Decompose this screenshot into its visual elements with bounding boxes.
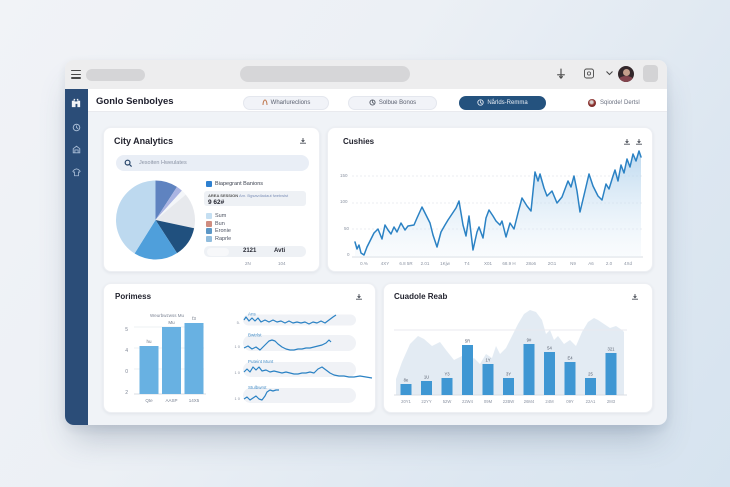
svg-text:3Y: 3Y (506, 372, 511, 377)
svg-text:54: 54 (547, 346, 552, 351)
svg-text:A6: A6 (588, 261, 594, 266)
svg-text:09Y: 09Y (566, 399, 574, 404)
svg-text:14X5: 14X5 (189, 398, 200, 403)
svg-text:22BW: 22BW (503, 399, 514, 404)
svg-text:1Y: 1Y (485, 358, 490, 363)
svg-text:Bwtrlst: Bwtrlst (248, 333, 262, 338)
svg-text:2.01: 2.01 (421, 261, 430, 266)
svg-text:1 0: 1 0 (234, 370, 240, 375)
svg-text:2M3: 2M3 (607, 399, 616, 404)
svg-text:Qte: Qte (145, 398, 153, 403)
svg-text:321: 321 (608, 347, 616, 352)
svg-text:20Y1: 20Y1 (401, 399, 411, 404)
svg-text:Weurbwzwss Mu: Weurbwzwss Mu (150, 313, 184, 318)
svg-text:4: 4 (125, 348, 128, 354)
svg-text:Mu: Mu (168, 320, 175, 325)
svg-text:28o6: 28o6 (526, 261, 537, 266)
svg-text:2G1: 2G1 (548, 261, 557, 266)
svg-text:2.0: 2.0 (606, 261, 613, 266)
svg-text:8e: 8e (404, 378, 409, 383)
svg-text:0.%: 0.% (360, 261, 368, 266)
svg-text:6.8 5R: 6.8 5R (399, 261, 413, 266)
svg-text:52W: 52W (443, 399, 452, 404)
svg-text:Puteint Munt: Puteint Munt (248, 359, 274, 364)
svg-text:Stulbwrst: Stulbwrst (248, 385, 267, 390)
svg-text:f3: f3 (192, 316, 196, 321)
svg-text:4XY: 4XY (381, 261, 390, 266)
svg-text:68.9 H: 68.9 H (502, 261, 515, 266)
svg-text:24M: 24M (545, 399, 554, 404)
svg-text:1U: 1U (424, 375, 429, 380)
svg-text:2: 2 (125, 390, 128, 396)
svg-text:Ans: Ans (248, 312, 257, 317)
svg-text:T4: T4 (464, 261, 470, 266)
svg-text:4Xd: 4Xd (624, 261, 633, 266)
svg-text:9#: 9# (527, 338, 532, 343)
svg-text:X01: X01 (484, 261, 493, 266)
svg-text:5.: 5. (237, 320, 240, 325)
svg-text:22W4: 22W4 (462, 399, 474, 404)
svg-text:1 0: 1 0 (234, 344, 240, 349)
svg-text:22A1: 22A1 (586, 399, 596, 404)
svg-text:0: 0 (125, 369, 128, 375)
svg-text:E4: E4 (567, 356, 573, 361)
svg-text:22YY: 22YY (421, 399, 431, 404)
svg-text:26M4: 26M4 (524, 399, 535, 404)
svg-text:25: 25 (588, 372, 593, 377)
svg-text:hu: hu (146, 339, 152, 344)
svg-text:09M: 09M (484, 399, 493, 404)
svg-text:N9: N9 (570, 261, 576, 266)
svg-text:1 0: 1 0 (234, 396, 240, 401)
svg-text:AASP: AASP (165, 398, 177, 403)
svg-text:1Kjw: 1Kjw (440, 261, 451, 266)
svg-text:Y3: Y3 (444, 372, 450, 377)
svg-text:5: 5 (125, 327, 128, 333)
svg-text:5R: 5R (465, 339, 470, 344)
